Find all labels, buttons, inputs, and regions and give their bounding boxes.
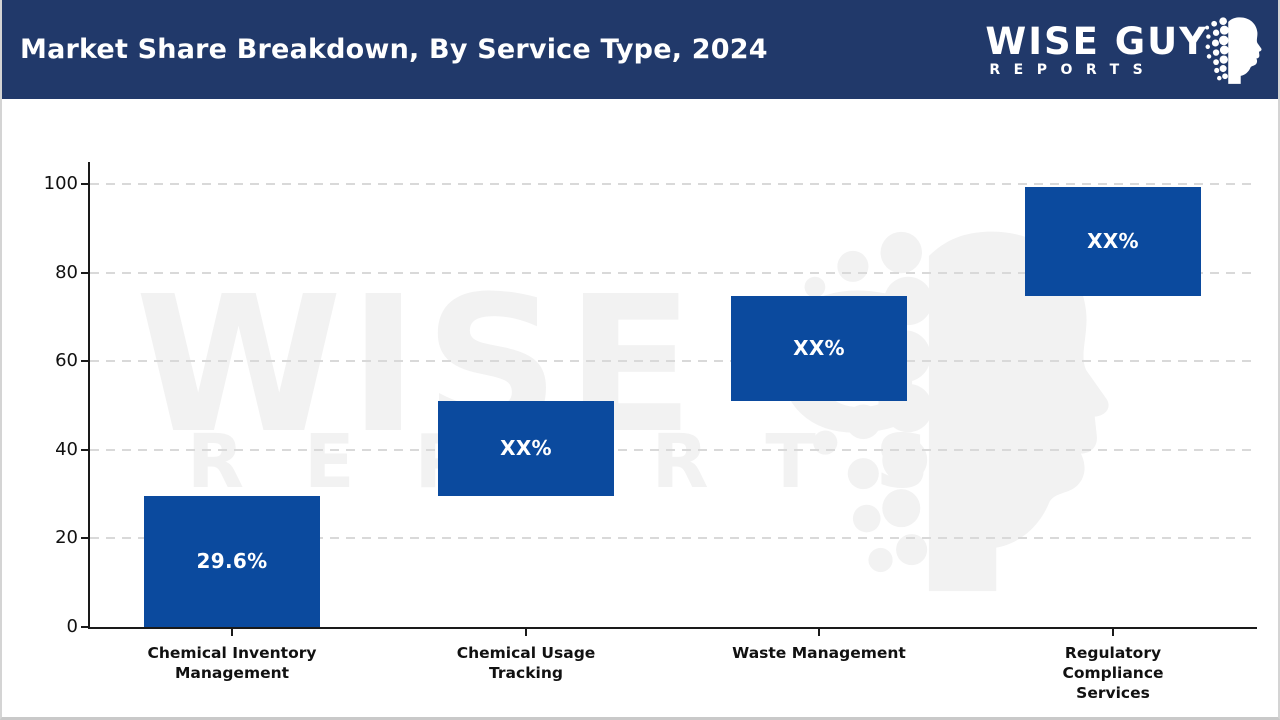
bar-2: XX%: [438, 400, 614, 496]
bar-1: 29.6%: [144, 495, 320, 627]
bar-4: XX%: [1025, 186, 1201, 296]
gridline-60: [90, 360, 1257, 363]
x-tickmark-3: [818, 629, 820, 636]
bar-value-label-1: 29.6%: [196, 549, 268, 574]
x-tickmark-1: [231, 629, 233, 636]
logo-text: WISE GUY REPORTS: [985, 23, 1208, 77]
gridline-100: [90, 183, 1257, 186]
y-tick-label-40: 40: [55, 438, 78, 460]
page-title: Market Share Breakdown, By Service Type,…: [20, 34, 768, 65]
gridline-20: [90, 537, 1257, 540]
bar-value-label-3: XX%: [793, 336, 845, 361]
category-label-1: Chemical Inventory Management: [147, 644, 317, 682]
x-axis: [88, 627, 1257, 629]
y-tick-label-60: 60: [55, 350, 78, 372]
y-tick-label-20: 20: [55, 527, 78, 549]
logo-wordmark: WISE GUY: [985, 19, 1208, 63]
category-label-2: Chemical Usage Tracking: [456, 644, 596, 682]
y-tick-label-0: 0: [66, 616, 78, 637]
header-bar: Market Share Breakdown, By Service Type,…: [2, 0, 1278, 99]
logo-subtitle: REPORTS: [989, 61, 1157, 78]
category-label-3: Waste Management: [732, 644, 906, 662]
category-label-4: Regulatory Compliance Services: [1062, 644, 1164, 702]
y-tickmark-60: [81, 360, 88, 363]
x-tickmark-2: [525, 629, 527, 636]
wiseguy-logo: WISE GUY REPORTS: [985, 13, 1266, 87]
gridline-80: [90, 271, 1257, 274]
y-axis: [88, 162, 90, 629]
x-tickmark-4: [1112, 629, 1114, 636]
y-tickmark-40: [81, 448, 88, 451]
y-tickmark-0: [81, 626, 88, 628]
y-tickmark-80: [81, 271, 88, 274]
y-tickmark-100: [81, 183, 88, 186]
gridline-40: [90, 448, 1257, 451]
y-tick-label-100: 100: [43, 173, 78, 195]
bar-3: XX%: [731, 295, 907, 401]
y-tick-label-80: 80: [55, 261, 78, 283]
bar-value-label-2: XX%: [500, 436, 552, 461]
bar-value-label-4: XX%: [1087, 229, 1139, 254]
y-tickmark-20: [81, 537, 88, 540]
